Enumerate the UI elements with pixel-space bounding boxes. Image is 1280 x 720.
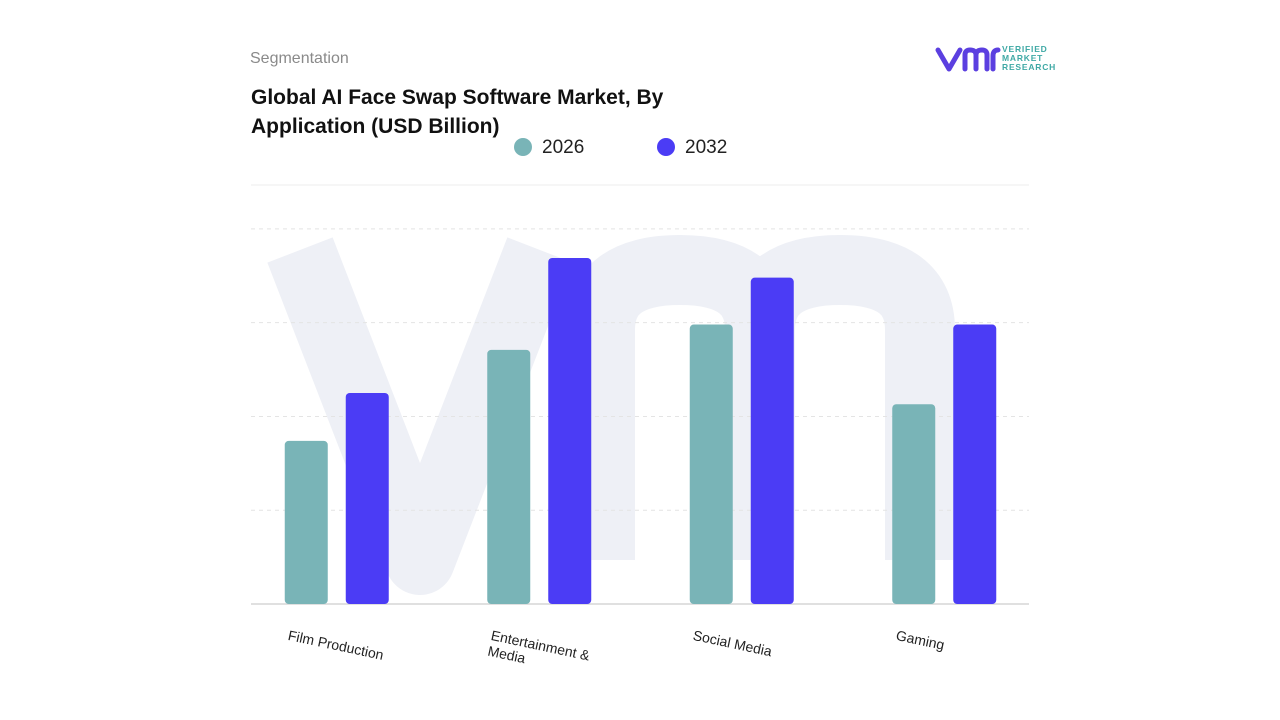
bar xyxy=(750,277,794,604)
logo-text: VERIFIED MARKET RESEARCH xyxy=(1002,44,1057,72)
logo-mark xyxy=(935,47,1001,72)
bar xyxy=(689,324,733,604)
watermark xyxy=(267,235,955,595)
chart-title: Global AI Face Swap Software Market, By … xyxy=(251,86,664,138)
legend-label: 2026 xyxy=(542,137,584,158)
bar xyxy=(345,393,389,604)
bar xyxy=(548,257,592,604)
bar xyxy=(487,349,531,604)
bar xyxy=(892,404,936,604)
legend-label: 2032 xyxy=(685,137,727,158)
section-label: Segmentation xyxy=(250,50,349,67)
legend-marker xyxy=(657,138,675,156)
legend-marker xyxy=(514,138,532,156)
bar xyxy=(953,324,997,604)
bar xyxy=(284,440,328,604)
